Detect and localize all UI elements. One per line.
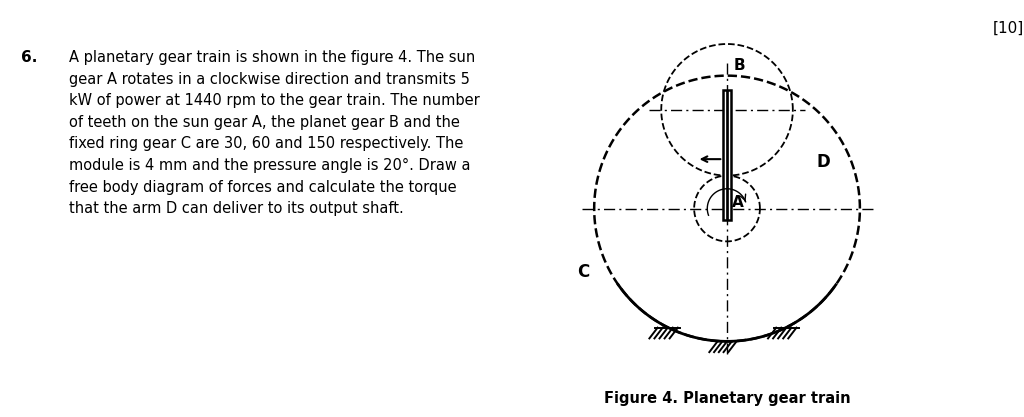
- Text: [10]: [10]: [992, 21, 1024, 36]
- Text: B: B: [733, 58, 745, 73]
- Text: C: C: [577, 263, 589, 281]
- Bar: [723, 90, 731, 220]
- Text: Figure 4. Planetary gear train: Figure 4. Planetary gear train: [604, 391, 850, 406]
- Text: 6.: 6.: [22, 50, 38, 65]
- Text: A: A: [731, 195, 743, 210]
- Text: D: D: [817, 153, 830, 171]
- Text: A planetary gear train is shown in the figure 4. The sun
gear A rotates in a clo: A planetary gear train is shown in the f…: [70, 50, 480, 216]
- Bar: [726, 90, 728, 220]
